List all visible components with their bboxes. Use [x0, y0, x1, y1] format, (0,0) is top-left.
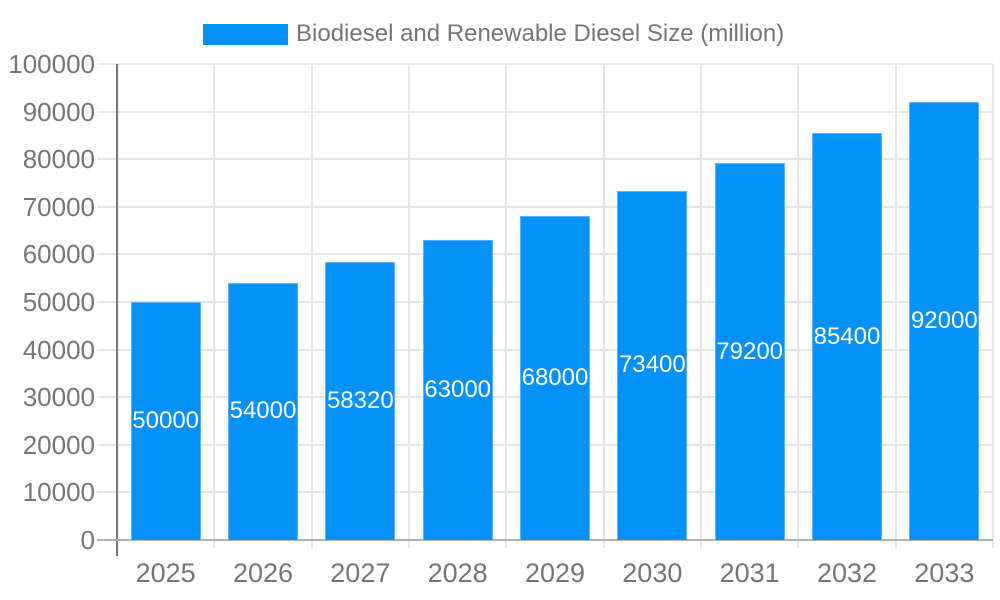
v-gridline: [408, 64, 410, 548]
y-axis-tick-label: 60000: [22, 239, 95, 270]
x-axis-tick-label: 2032: [816, 558, 878, 588]
bar[interactable]: [714, 163, 785, 540]
legend-label: Biodiesel and Renewable Diesel Size (mil…: [296, 20, 785, 47]
bar-value-label: 92000: [910, 307, 978, 335]
h-gridline: [97, 158, 993, 161]
h-gridline: [97, 63, 993, 65]
v-gridline: [602, 64, 605, 548]
h-gridline: [97, 205, 993, 208]
bar[interactable]: [130, 302, 201, 540]
x-axis-tick-label: 2030: [622, 558, 683, 588]
bar-value-label: 85400: [813, 322, 881, 350]
y-axis-tick-label: 50000: [22, 287, 95, 317]
y-axis-tick-label: 0: [80, 525, 95, 555]
y-axis-tick-label: 90000: [22, 96, 95, 127]
bar[interactable]: [422, 240, 493, 540]
bar[interactable]: [617, 190, 688, 540]
bar-value-label: 54000: [229, 397, 297, 425]
bar-value-label: 79200: [716, 337, 784, 365]
bar-value-label: 73400: [618, 351, 686, 379]
bar[interactable]: [812, 133, 882, 540]
legend: Biodiesel and Renewable Diesel Size (mil…: [203, 21, 784, 47]
bar-value-label: 58320: [326, 387, 394, 415]
bar-value-label: 68000: [521, 364, 589, 392]
bar-value-label: 50000: [132, 407, 200, 434]
v-gridline: [310, 64, 313, 548]
v-gridline: [992, 64, 994, 548]
x-axis-tick-label: 2033: [914, 558, 975, 588]
x-axis-tick-label: 2031: [719, 558, 780, 588]
v-gridline: [213, 64, 216, 548]
v-gridline: [797, 64, 800, 548]
bar-value-label: 63000: [424, 376, 492, 404]
x-axis-tick-label: 2028: [427, 558, 488, 588]
x-axis-tick-label: 2025: [135, 558, 196, 588]
bar[interactable]: [520, 216, 590, 540]
x-axis-line: [97, 539, 993, 541]
v-gridline: [700, 64, 702, 548]
x-axis-tick-label: 2026: [232, 558, 294, 588]
y-axis-tick-label: 80000: [22, 144, 95, 175]
y-axis-line: [116, 64, 118, 556]
v-gridline: [505, 64, 508, 548]
y-axis-tick-label: 10000: [22, 477, 95, 508]
y-axis-tick-label: 30000: [22, 382, 95, 413]
y-axis-tick-label: 100000: [8, 49, 95, 79]
bar[interactable]: [909, 102, 980, 540]
v-gridline: [894, 64, 897, 548]
bar[interactable]: [228, 282, 298, 540]
y-axis-tick-label: 20000: [22, 429, 95, 460]
y-axis-tick-label: 70000: [22, 191, 95, 222]
x-axis-tick-label: 2027: [330, 558, 391, 588]
h-gridline: [97, 110, 993, 113]
y-axis-tick-label: 40000: [22, 334, 95, 365]
bar[interactable]: [325, 262, 396, 540]
legend-swatch-icon: [203, 23, 288, 45]
x-axis-tick-label: 2029: [524, 558, 586, 588]
